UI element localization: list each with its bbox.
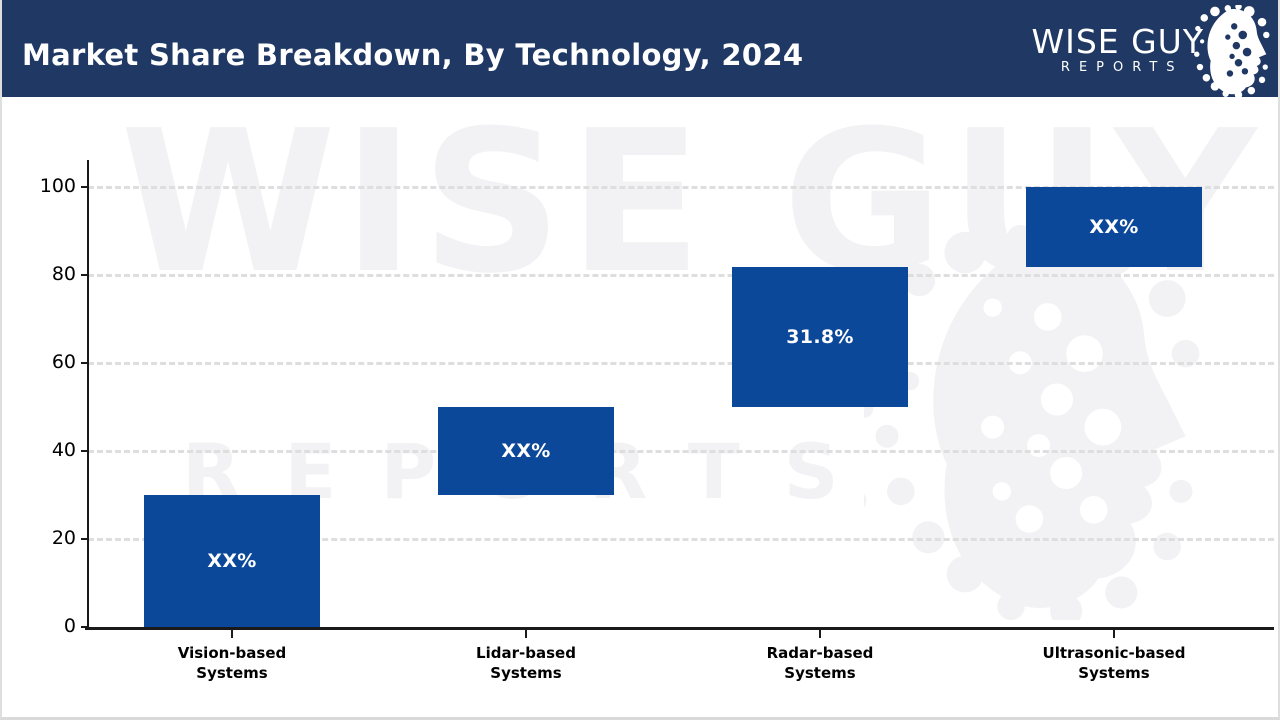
x-tick xyxy=(819,630,821,638)
x-category-label-line: Systems xyxy=(784,664,856,682)
page-title: Market Share Breakdown, By Technology, 2… xyxy=(22,37,804,72)
bar-radar-based: 31.8% xyxy=(732,267,908,407)
logo-subtext: REPORTS xyxy=(1060,59,1184,75)
bar-ultrasonic-based: XX% xyxy=(1026,187,1202,268)
x-category-label-line: Systems xyxy=(490,664,562,682)
x-axis-line xyxy=(85,627,1274,630)
y-tick-label: 80 xyxy=(51,263,76,285)
x-tick xyxy=(231,630,233,638)
y-tick xyxy=(81,274,88,276)
x-tick xyxy=(525,630,527,638)
bar-lidar-based: XX% xyxy=(438,407,614,495)
y-tick xyxy=(81,626,88,628)
x-category-label-line: Ultrasonic-based xyxy=(1042,644,1186,662)
y-tick xyxy=(81,450,88,452)
y-tick-label: 100 xyxy=(39,175,76,197)
x-category-label-line: Systems xyxy=(196,664,268,682)
bar-value-label: 31.8% xyxy=(786,326,854,349)
x-category-label: Lidar-based Systems xyxy=(406,643,646,683)
logo-wordmark: WISE GUY xyxy=(1031,21,1204,61)
x-category-label-line: Radar-based xyxy=(766,644,874,662)
x-category-label-line: Vision-based xyxy=(177,644,287,662)
grid-line xyxy=(88,274,1274,277)
grid-line xyxy=(88,450,1274,453)
x-category-label-line: Lidar-based xyxy=(476,644,576,662)
x-category-label: Radar-based Systems xyxy=(700,643,940,683)
bar-value-label: XX% xyxy=(207,550,257,572)
header: Market Share Breakdown, By Technology, 2… xyxy=(2,0,1278,97)
plot-area: WISE GUY REPORTS 020406080100XX%Vision-b… xyxy=(2,89,1278,717)
y-tick xyxy=(81,362,88,364)
y-tick xyxy=(81,538,88,540)
bar-value-label: XX% xyxy=(1089,216,1139,239)
y-tick-label: 60 xyxy=(51,351,76,373)
x-tick xyxy=(1113,630,1115,638)
y-tick-label: 0 xyxy=(63,615,76,637)
y-tick-label: 20 xyxy=(51,527,76,549)
x-category-label: Vision-based Systems xyxy=(112,643,352,683)
y-axis-line xyxy=(87,160,89,629)
logo-head-icon xyxy=(1194,4,1270,97)
bar-value-label: XX% xyxy=(501,440,551,462)
x-category-label: Ultrasonic-based Systems xyxy=(994,643,1234,683)
bar-vision-based: XX% xyxy=(144,495,320,627)
y-tick-label: 40 xyxy=(51,439,76,461)
grid-line xyxy=(88,538,1274,541)
grid-line xyxy=(88,362,1274,365)
x-category-label-line: Systems xyxy=(1078,664,1150,682)
grid-line xyxy=(88,186,1274,189)
y-tick xyxy=(81,186,88,188)
wiseguy-logo: WISE GUY REPORTS xyxy=(1031,1,1278,97)
watermark-head-icon xyxy=(864,225,1200,620)
